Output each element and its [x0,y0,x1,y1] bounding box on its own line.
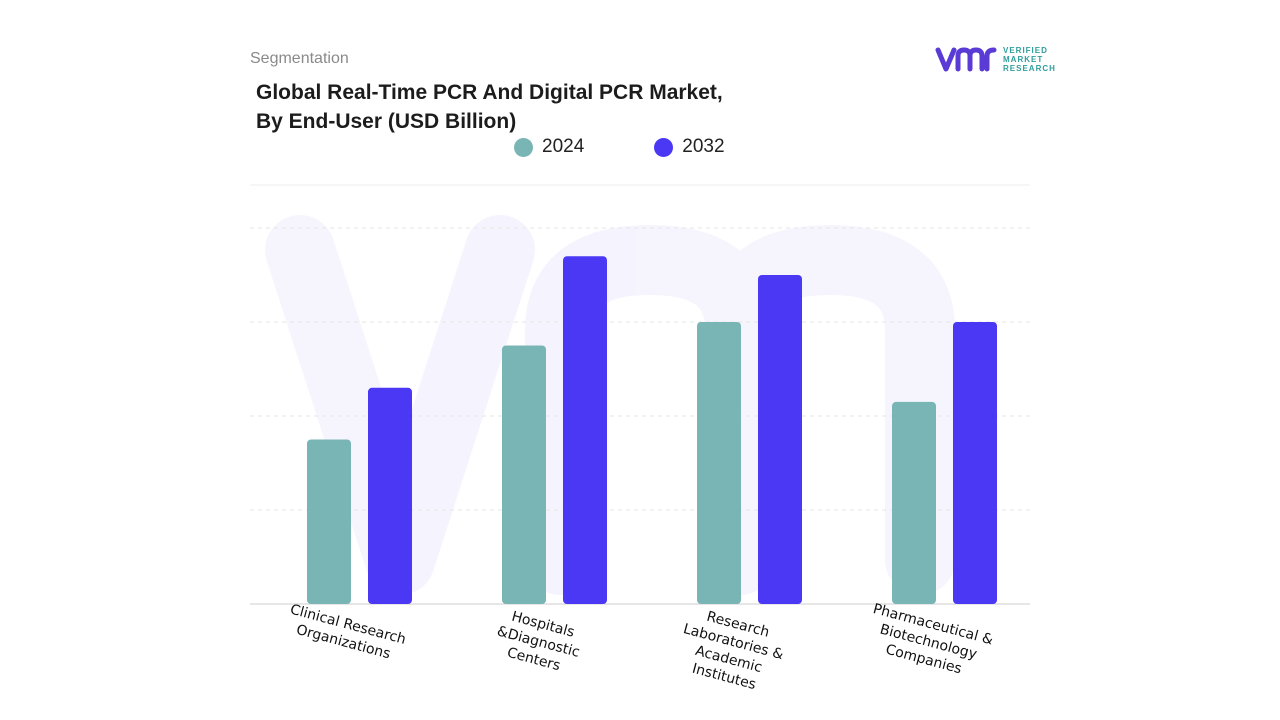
x-tick-labels: Clinical ResearchOrganizations Hospitals&… [284,601,995,698]
bar-2032-0[interactable] [368,387,412,604]
logo-line-2: MARKET [1003,54,1044,64]
legend: 2024 2032 [514,136,725,158]
bar-2032-1[interactable] [563,256,607,604]
bar-2032-3[interactable] [953,322,997,604]
legend-swatch-2032 [654,137,674,157]
legend-item-2032[interactable]: 2032 [654,136,725,158]
bar-2024-3[interactable] [892,401,936,604]
logo-line-1: VERIFIED [1003,45,1048,55]
x-tick-label-0: Clinical ResearchOrganizations [284,602,408,666]
legend-label-2032: 2032 [682,136,725,157]
chart-title: Global Real-Time PCR And Digital PCR Mar… [256,78,776,136]
bar-2024-1[interactable] [502,345,546,605]
vmr-logo-mark-icon [935,47,997,72]
chart-title-line-2: By End-User (USD Billion) [256,110,517,133]
x-tick-label-1: Hospitals&DiagnosticCenters [491,606,586,678]
bar-2032-2[interactable] [758,275,802,604]
bars [307,256,997,604]
vmr-logo-text: VERIFIED MARKET RESEARCH [1003,46,1056,73]
chart-title-line-1: Global Real-Time PCR And Digital PCR Mar… [256,81,723,104]
legend-swatch-2024 [514,137,533,157]
legend-label-2024: 2024 [542,136,585,157]
legend-item-2024[interactable]: 2024 [514,136,584,158]
section-label: Segmentation [250,50,349,67]
vmr-logo: VERIFIED MARKET RESEARCH [935,44,1056,74]
x-tick-label-3: Pharmaceutical &BiotechnologyCompanies [862,601,995,683]
x-tick-label-2: ResearchLaboratories &AcademicInstitutes [672,604,790,698]
bar-2024-2[interactable] [697,322,741,604]
logo-line-3: RESEARCH [1003,63,1056,73]
bar-2024-0[interactable] [307,439,351,605]
